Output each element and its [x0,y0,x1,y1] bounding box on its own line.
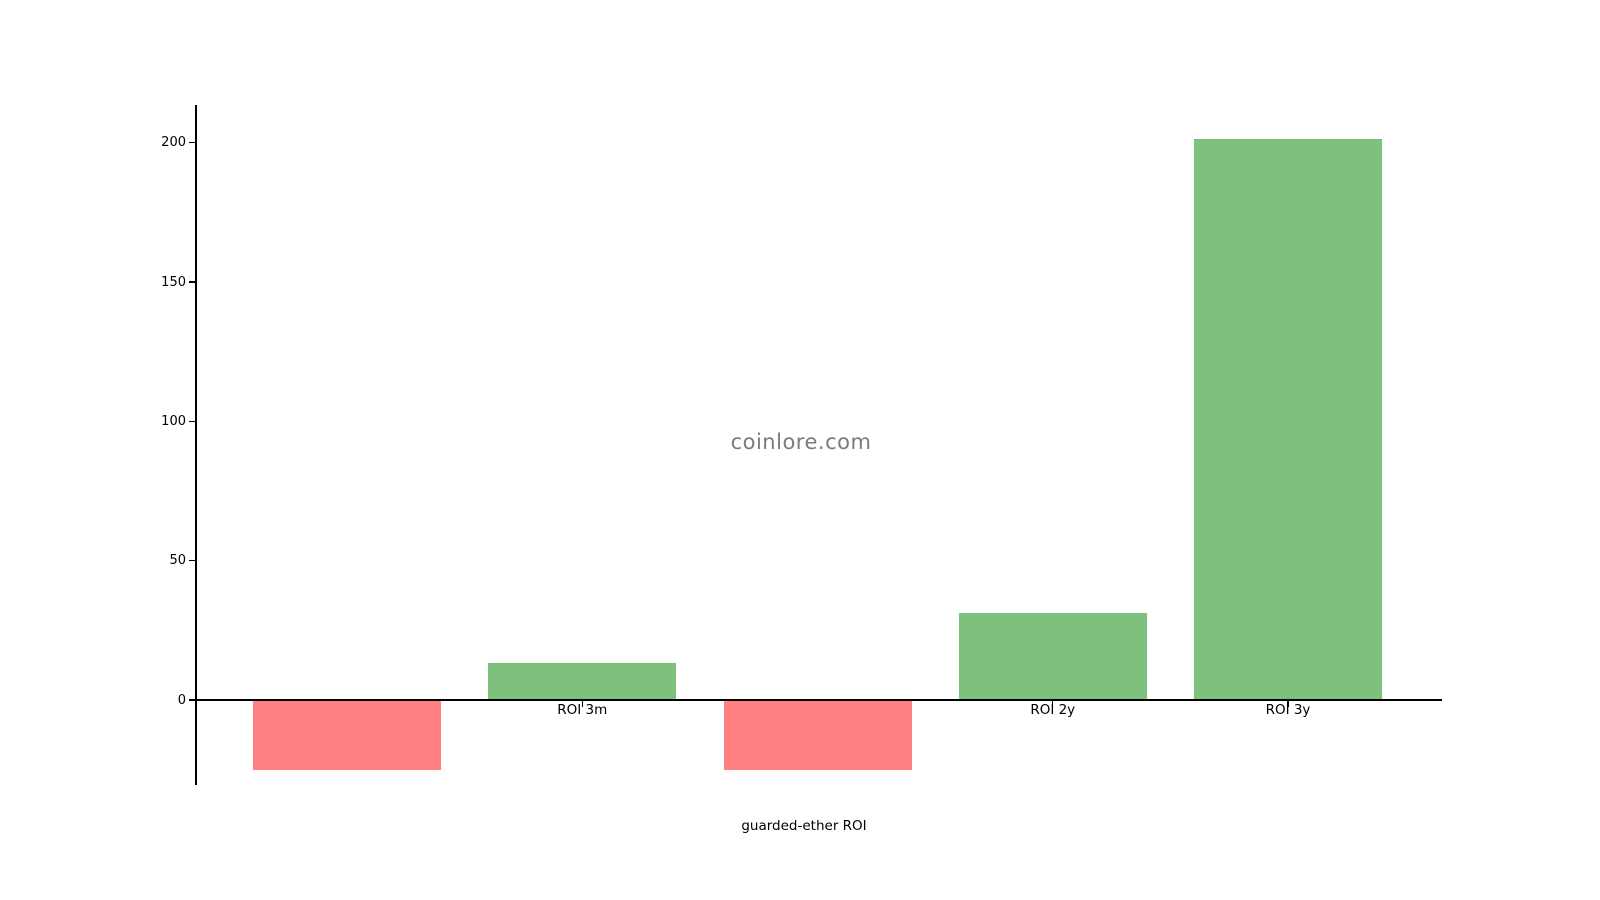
y-axis-spine [195,105,197,785]
chart-title: guarded-ether ROI [741,818,867,834]
y-tick-mark [189,142,196,144]
bar-roi-3y [1194,138,1382,700]
x-tick-label: ROI 3m [557,702,608,718]
watermark: coinlore.com [730,430,872,454]
bar-unlabeled-2 [723,700,912,770]
y-tick-mark [189,560,196,562]
bar-roi-2y [958,613,1147,700]
x-axis-zero-line [195,699,1442,701]
y-tick-mark [189,699,196,701]
x-tick-label: ROI 3y [1265,702,1311,718]
bar-roi-3m [488,662,677,700]
y-tick-mark [189,281,196,283]
x-tick-label: ROI 2y [1030,702,1076,718]
x-tick-mark [1052,700,1054,707]
y-tick-label: 200 [161,135,186,151]
y-tick-label: 100 [161,413,186,429]
y-tick-label: 50 [169,553,186,569]
y-tick-mark [189,420,196,423]
bar-unlabeled-0 [253,700,441,771]
y-tick-label: 0 [177,692,186,708]
y-tick-label: 150 [161,274,186,290]
x-tick-mark [581,700,583,707]
x-tick-mark [1287,700,1289,707]
